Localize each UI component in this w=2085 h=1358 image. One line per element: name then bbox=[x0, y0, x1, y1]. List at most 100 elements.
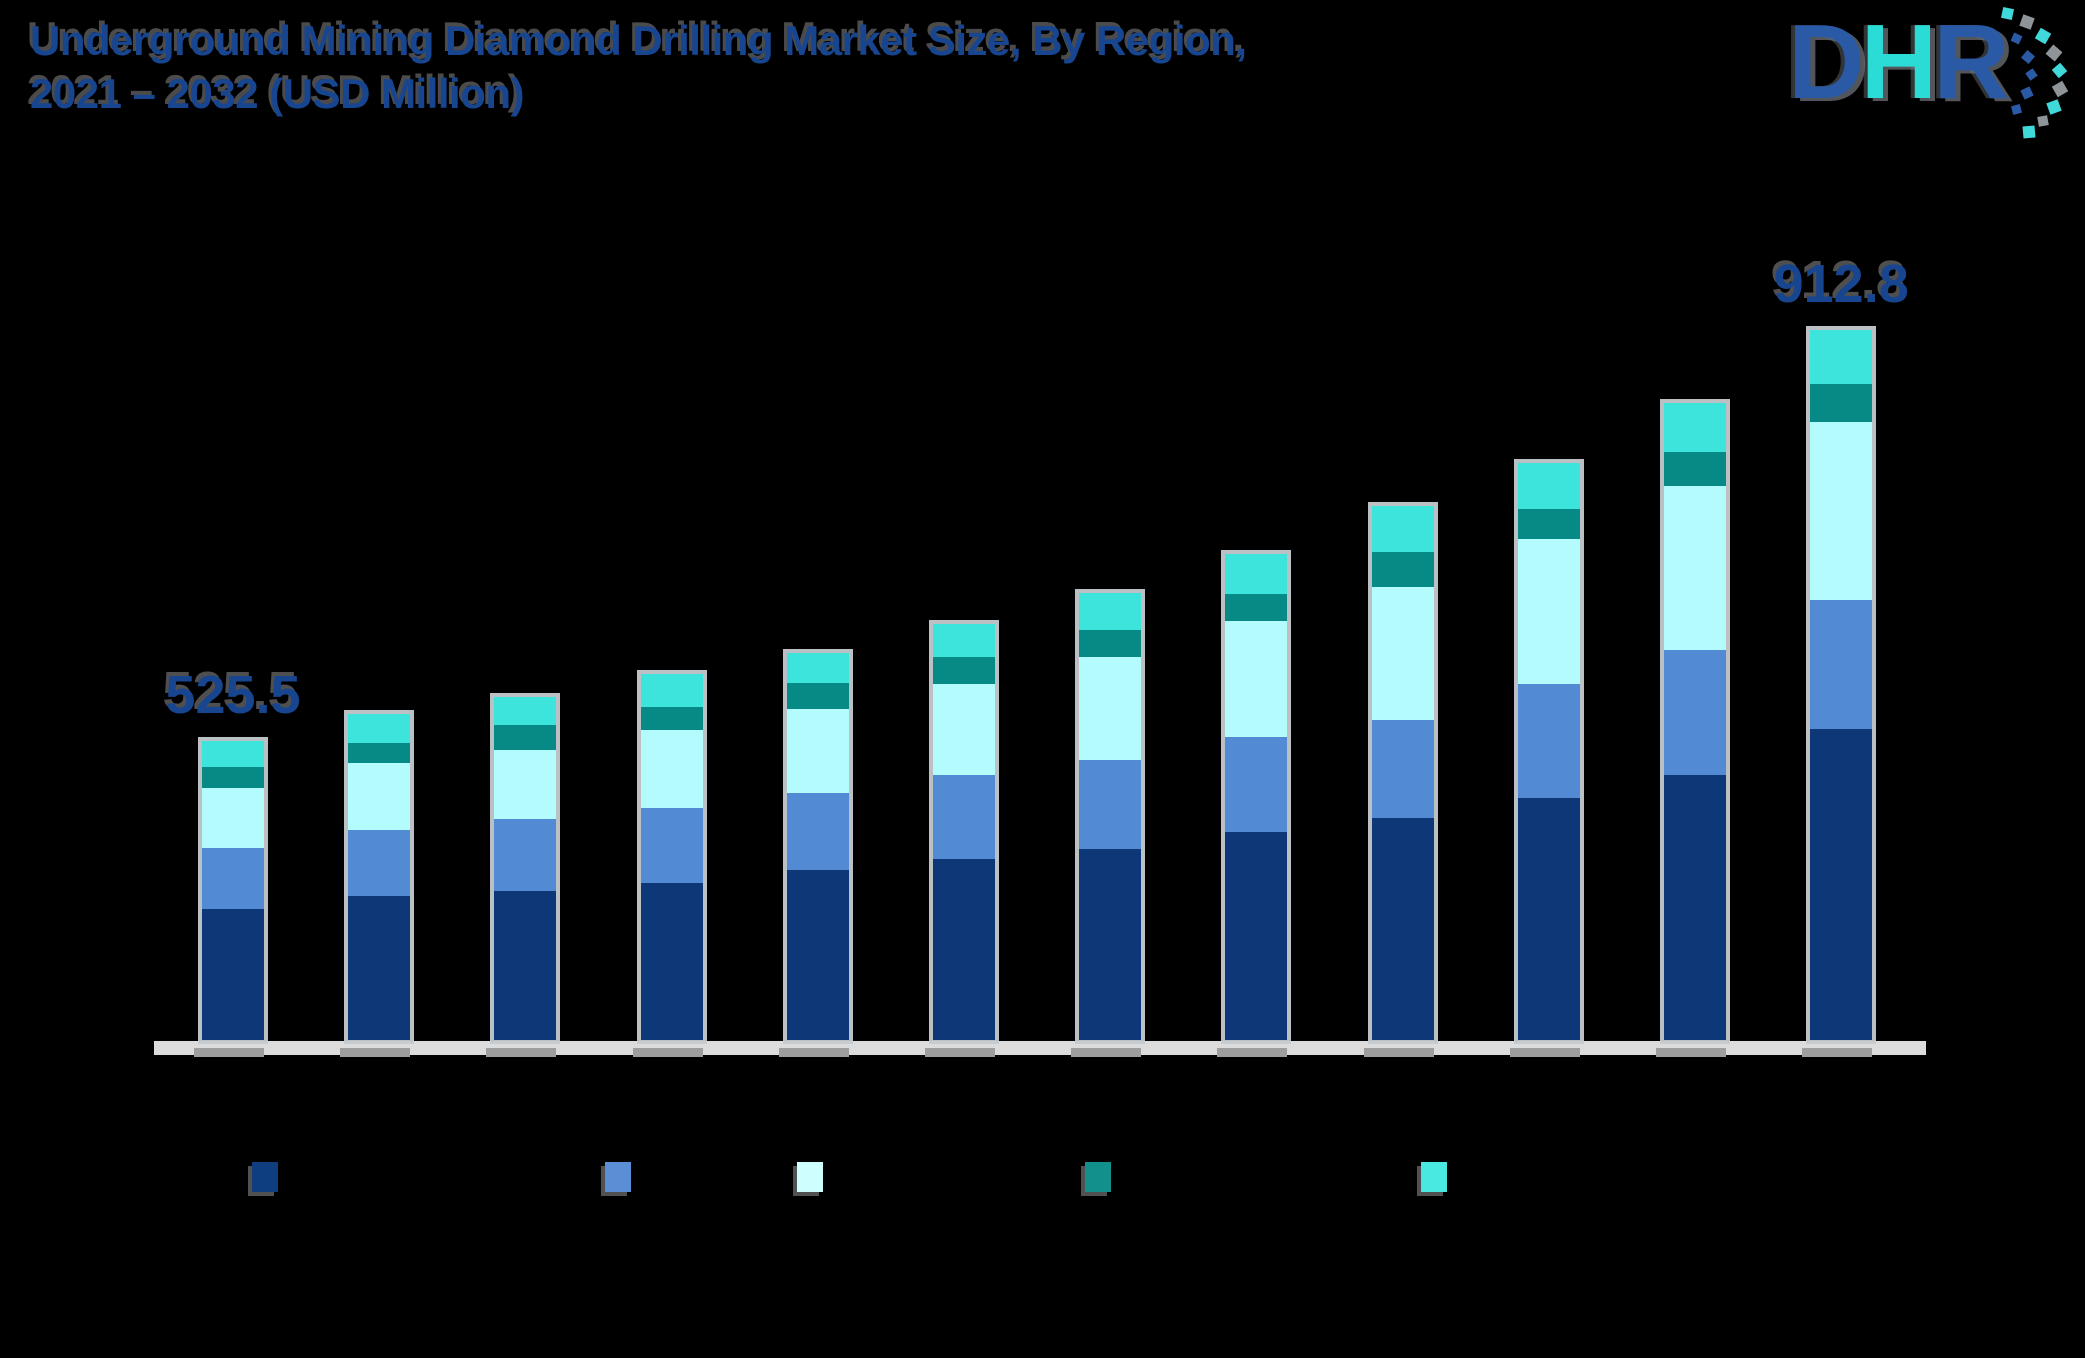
segment-5-teal-2027 bbox=[1079, 593, 1142, 630]
segment-4-dark-teal-2021 bbox=[202, 767, 264, 788]
legend-swatch-1 bbox=[252, 1162, 278, 1192]
bar-2026 bbox=[933, 624, 995, 1040]
data-label-2021: 525.5 bbox=[165, 665, 301, 725]
segment-1-navy-2027 bbox=[1079, 849, 1142, 1040]
bar-shadow-foot-2032 bbox=[1802, 1048, 1873, 1057]
bar-shadow-foot-2023 bbox=[486, 1048, 557, 1057]
segment-2-medium-blue-2031 bbox=[1664, 650, 1726, 775]
segment-5-teal-2023 bbox=[494, 697, 557, 725]
segment-4-dark-teal-2028 bbox=[1225, 594, 1288, 621]
bar-shadow-foot-2021 bbox=[194, 1048, 264, 1057]
segment-4-dark-teal-2025 bbox=[786, 683, 849, 709]
data-label-2032: 912.8 bbox=[1773, 254, 1909, 314]
segment-1-navy-2021 bbox=[202, 909, 264, 1040]
segment-1-navy-2029 bbox=[1371, 818, 1434, 1040]
bar-2023 bbox=[494, 697, 557, 1040]
bar-2029 bbox=[1371, 506, 1434, 1040]
bar-2030 bbox=[1517, 463, 1580, 1040]
segment-3-pale-cyan-2032 bbox=[1810, 422, 1873, 600]
segment-3-pale-cyan-2024 bbox=[640, 730, 703, 808]
segment-1-navy-2031 bbox=[1664, 775, 1726, 1040]
segment-5-teal-2024 bbox=[640, 674, 703, 707]
segment-4-dark-teal-2029 bbox=[1371, 552, 1434, 587]
logo-letter-h: H bbox=[1860, 3, 1938, 121]
segment-1-navy-2032 bbox=[1810, 729, 1873, 1040]
bar-2031 bbox=[1664, 403, 1726, 1040]
bar-2022 bbox=[348, 714, 411, 1040]
bar-2032 bbox=[1810, 330, 1873, 1040]
segment-5-teal-2026 bbox=[933, 624, 995, 657]
bar-shadow-foot-2024 bbox=[632, 1048, 703, 1057]
chart-title-line2: 2021 – 2032 (USD Million) bbox=[30, 70, 525, 117]
bar-shadow-foot-2027 bbox=[1071, 1048, 1142, 1057]
segment-5-teal-2022 bbox=[348, 714, 411, 743]
bar-2024 bbox=[640, 674, 703, 1040]
chart-title-line1: Underground Mining Diamond Drilling Mark… bbox=[30, 17, 1247, 64]
segment-5-teal-2028 bbox=[1225, 554, 1288, 594]
segment-2-medium-blue-2021 bbox=[202, 848, 264, 909]
segment-3-pale-cyan-2028 bbox=[1225, 621, 1288, 737]
segment-1-navy-2026 bbox=[933, 859, 995, 1040]
segment-2-medium-blue-2028 bbox=[1225, 737, 1288, 832]
bar-shadow-foot-2022 bbox=[340, 1048, 411, 1057]
segment-3-pale-cyan-2022 bbox=[348, 763, 411, 830]
segment-5-teal-2030 bbox=[1517, 463, 1580, 509]
segment-3-pale-cyan-2029 bbox=[1371, 587, 1434, 720]
logo-letter-r: R bbox=[1933, 3, 2010, 121]
segment-1-navy-2022 bbox=[348, 896, 411, 1040]
segment-4-dark-teal-2026 bbox=[933, 657, 995, 684]
segment-2-medium-blue-2029 bbox=[1371, 720, 1434, 818]
segment-5-teal-2021 bbox=[202, 741, 264, 767]
legend-swatch-5 bbox=[1421, 1162, 1447, 1192]
segment-2-medium-blue-2024 bbox=[640, 808, 703, 883]
segment-1-navy-2028 bbox=[1225, 832, 1288, 1040]
x-axis-line bbox=[154, 1041, 1926, 1055]
bar-2025 bbox=[786, 653, 849, 1040]
segment-2-medium-blue-2030 bbox=[1517, 684, 1580, 798]
legend-swatch-2 bbox=[605, 1162, 631, 1192]
logo-letter-d: D bbox=[1788, 3, 1865, 121]
segment-5-teal-2031 bbox=[1664, 403, 1726, 452]
bar-shadow-foot-2028 bbox=[1217, 1048, 1288, 1057]
segment-4-dark-teal-2031 bbox=[1664, 452, 1726, 486]
segment-4-dark-teal-2030 bbox=[1517, 509, 1580, 539]
bar-shadow-foot-2025 bbox=[778, 1048, 849, 1057]
segment-4-dark-teal-2023 bbox=[494, 725, 557, 750]
segment-5-teal-2025 bbox=[786, 653, 849, 683]
bar-shadow-foot-2026 bbox=[925, 1048, 995, 1057]
segment-5-teal-2029 bbox=[1371, 506, 1434, 552]
bar-2021 bbox=[202, 741, 264, 1040]
segment-2-medium-blue-2027 bbox=[1079, 760, 1142, 849]
segment-1-navy-2024 bbox=[640, 883, 703, 1040]
segment-1-navy-2023 bbox=[494, 891, 557, 1040]
segment-1-navy-2030 bbox=[1517, 798, 1580, 1040]
bar-shadow-foot-2030 bbox=[1509, 1048, 1580, 1057]
segment-3-pale-cyan-2021 bbox=[202, 788, 264, 848]
segment-4-dark-teal-2027 bbox=[1079, 630, 1142, 657]
chart-title: Underground Mining Diamond Drilling Mark… bbox=[30, 14, 1450, 120]
segment-3-pale-cyan-2030 bbox=[1517, 539, 1580, 684]
bar-2028 bbox=[1225, 554, 1288, 1040]
segment-4-dark-teal-2024 bbox=[640, 707, 703, 730]
legend-swatch-4 bbox=[1085, 1162, 1111, 1192]
legend-swatch-3 bbox=[797, 1162, 823, 1192]
segment-2-medium-blue-2026 bbox=[933, 775, 995, 859]
bar-shadow-foot-2029 bbox=[1363, 1048, 1434, 1057]
bar-shadow-foot-2031 bbox=[1656, 1048, 1726, 1057]
segment-2-medium-blue-2023 bbox=[494, 819, 557, 891]
segment-2-medium-blue-2032 bbox=[1810, 600, 1873, 729]
segment-5-teal-2032 bbox=[1810, 330, 1873, 384]
segment-2-medium-blue-2022 bbox=[348, 830, 411, 896]
segment-3-pale-cyan-2027 bbox=[1079, 657, 1142, 760]
segment-4-dark-teal-2022 bbox=[348, 743, 411, 763]
segment-4-dark-teal-2032 bbox=[1810, 384, 1873, 422]
segment-2-medium-blue-2025 bbox=[786, 793, 849, 870]
segment-3-pale-cyan-2031 bbox=[1664, 486, 1726, 650]
bar-2027 bbox=[1079, 593, 1142, 1040]
segment-3-pale-cyan-2023 bbox=[494, 750, 557, 819]
segment-3-pale-cyan-2026 bbox=[933, 684, 995, 775]
